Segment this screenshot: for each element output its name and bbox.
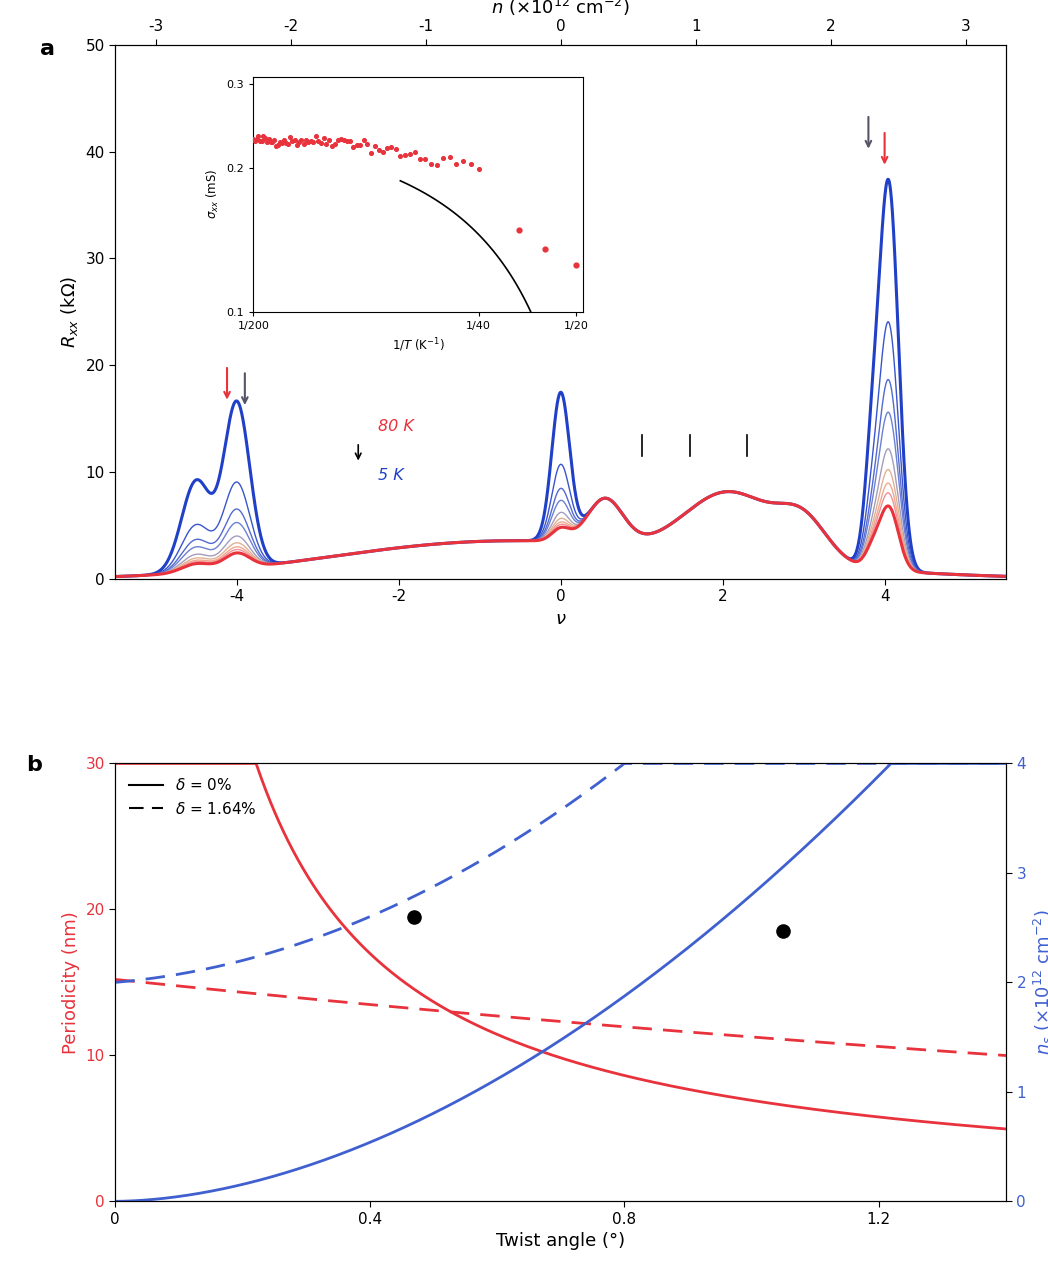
- X-axis label: Twist angle (°): Twist angle (°): [496, 1232, 626, 1250]
- Text: b: b: [26, 755, 42, 774]
- Y-axis label: Periodicity (nm): Periodicity (nm): [62, 911, 80, 1054]
- Point: [774, 921, 791, 942]
- Legend: $\delta$ = 0%, $\delta$ = 1.64%: $\delta$ = 0%, $\delta$ = 1.64%: [123, 771, 262, 823]
- X-axis label: $\nu$: $\nu$: [554, 610, 567, 627]
- Text: 80 K: 80 K: [378, 419, 414, 435]
- X-axis label: $n$ ($\times$10$^{12}$ cm$^{-2}$): $n$ ($\times$10$^{12}$ cm$^{-2}$): [492, 0, 630, 18]
- Point: [406, 906, 422, 927]
- Text: 5 K: 5 K: [378, 469, 405, 483]
- Text: a: a: [40, 40, 54, 59]
- Y-axis label: $n_s$ (×10$^{12}$ cm$^{-2}$): $n_s$ (×10$^{12}$ cm$^{-2}$): [1032, 910, 1048, 1056]
- Y-axis label: $R_{xx}$ (k$\Omega$): $R_{xx}$ (k$\Omega$): [59, 276, 80, 348]
